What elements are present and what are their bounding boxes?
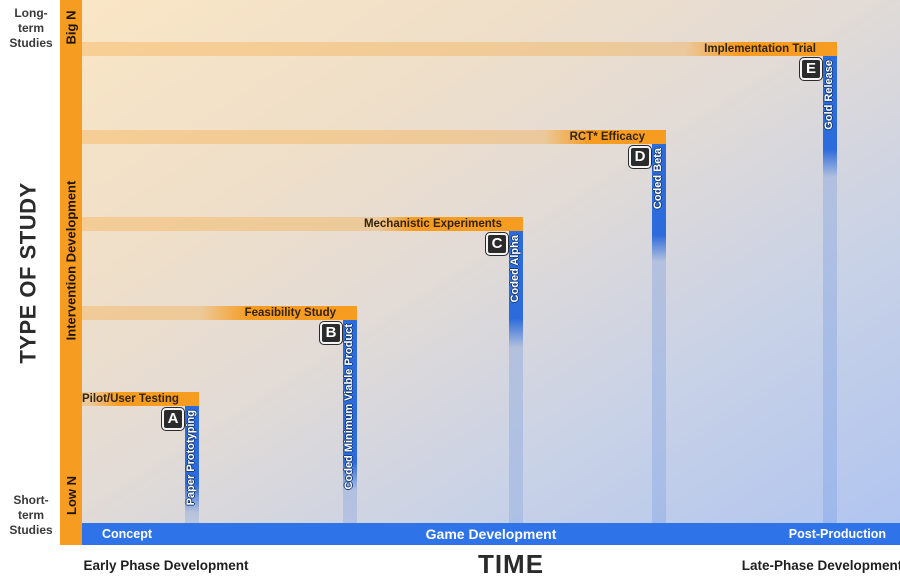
milestone-bar-gold-release: Gold Release [823,56,837,523]
badge-c: C [486,233,508,255]
badge-a: A [162,408,184,430]
low-n-label: Low N [63,475,79,515]
short-term-studies-label: Short-term Studies [9,493,53,537]
y-axis-title: TYPE OF STUDY [16,181,42,364]
study-band-label: RCT* Efficacy [569,131,645,143]
study-band-pilot-user-testing: Pilot/User Testing [82,392,199,406]
study-band-rct-efficacy: RCT* Efficacy [82,130,666,144]
milestone-bar-coded-alpha: Coded Alpha [509,231,523,523]
study-band-mechanistic-experiments: Mechanistic Experiments [82,217,523,231]
study-band-label: Pilot/User Testing [82,393,179,405]
intervention-development-axis-bar [60,0,82,545]
plot-area [82,0,900,523]
game-development-timeline-bar: Concept Game Development Post-Production [82,523,900,545]
early-phase-development-label: Early Phase Development [83,558,249,573]
milestone-bar-coded-beta: Coded Beta [652,144,666,523]
big-n-label-box: Big N [60,0,82,55]
big-n-label: Big N [63,10,79,45]
badge-d: D [629,146,651,168]
study-band-label: Feasibility Study [244,307,336,319]
late-phase-development-label: Late-Phase Development [741,558,900,573]
milestone-bar-label: Coded Beta [652,148,664,210]
milestone-bar-label: Paper Prototyping [185,410,197,506]
intervention-development-label: Intervention Development [63,180,79,340]
study-band-label: Implementation Trial [704,43,816,55]
badge-e: E [800,58,822,80]
badge-b: B [320,322,342,344]
timeline-game-development-label: Game Development [425,526,557,542]
milestone-bar-label: Gold Release [823,60,835,130]
intervention-development-label-box: Intervention Development [60,140,82,380]
milestone-bar-paper-prototyping: Paper Prototyping [185,406,199,523]
study-band-label: Mechanistic Experiments [363,218,502,230]
low-n-label-box: Low N [60,460,82,530]
study-band-implementation-trial: Implementation Trial [82,42,837,56]
timeline-concept-label: Concept [102,527,152,541]
y-axis-title-box: TYPE OF STUDY [0,0,58,545]
long-term-studies-label: Long-term Studies [9,6,53,50]
study-band-feasibility-study: Feasibility Study [82,306,357,320]
milestone-bar-label: Coded Alpha [509,235,521,303]
milestone-bar-coded-mvp: Coded Minimum Viable Product [343,320,357,523]
milestone-bar-label: Coded Minimum Viable Product [343,324,355,490]
x-axis-title: TIME [477,549,545,579]
timeline-post-production-label: Post-Production [788,527,886,541]
